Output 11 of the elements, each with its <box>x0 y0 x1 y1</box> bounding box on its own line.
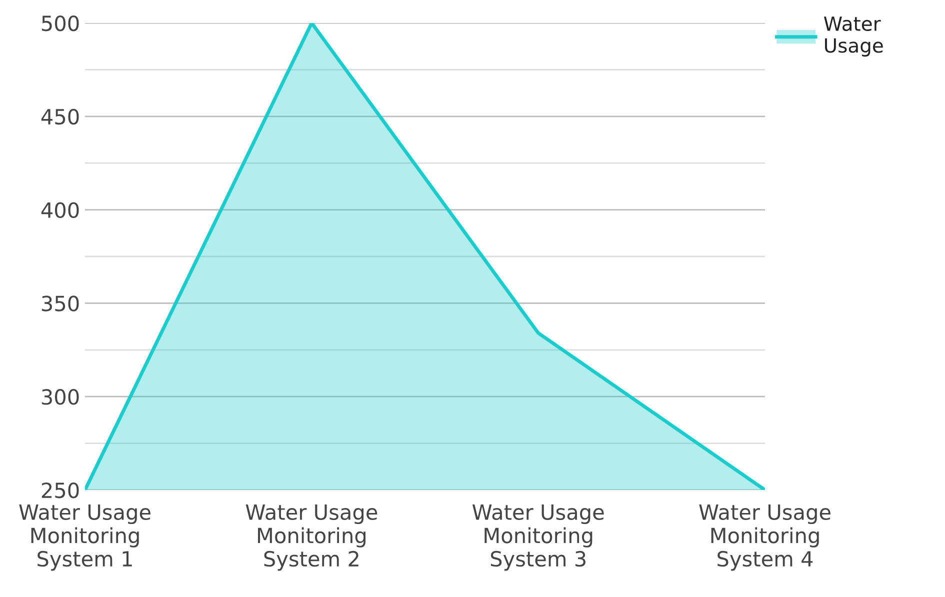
x-tick-label: Water Usage Monitoring System 4 <box>699 504 830 571</box>
y-tick-label: 250 <box>42 482 79 498</box>
x-tick-label: Water Usage Monitoring System 3 <box>472 504 604 571</box>
x-tick-label: Water Usage Monitoring System 2 <box>246 504 378 571</box>
y-tick-label: 350 <box>42 296 79 312</box>
legend-label: Water Usage <box>824 16 883 57</box>
y-tick-label: 450 <box>41 108 79 125</box>
x-tick-label: Water Usage Monitoring System 1 <box>19 504 150 571</box>
y-tick-label: 300 <box>42 389 79 405</box>
y-tick-label: 400 <box>41 202 79 218</box>
y-tick-label: 500 <box>42 15 79 32</box>
